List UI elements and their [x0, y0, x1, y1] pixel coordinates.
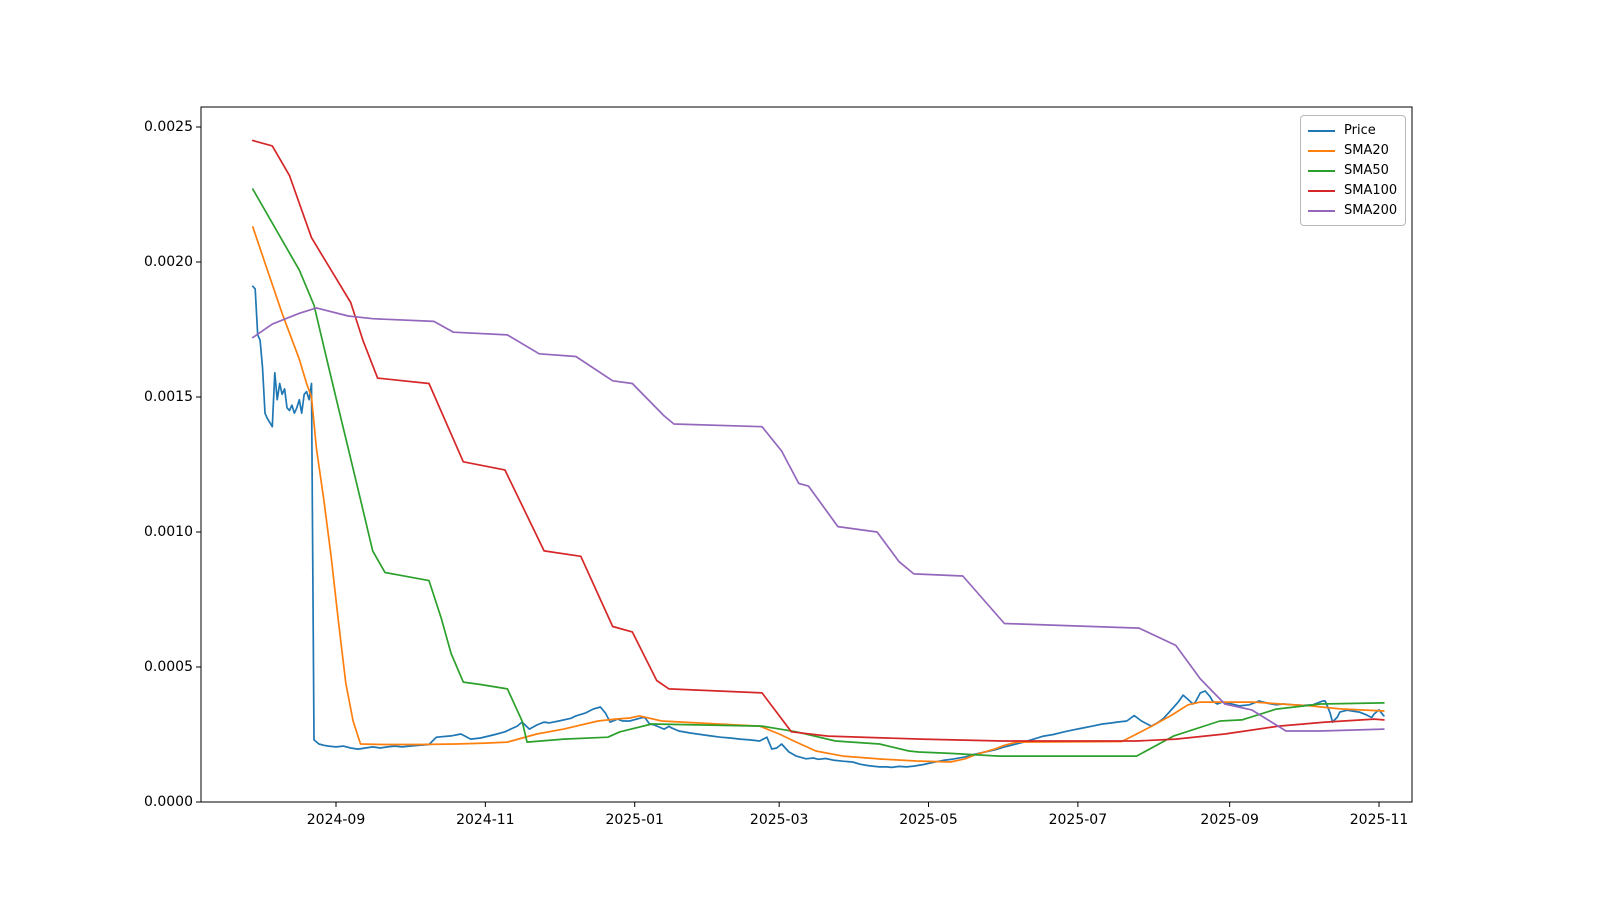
x-tick-label: 2025-09	[1200, 812, 1259, 828]
x-tick-label: 2025-07	[1048, 812, 1108, 828]
y-tick-label: 0.0015	[144, 389, 193, 405]
legend-label-price: Price	[1344, 123, 1376, 138]
sma200-line-swatch	[1308, 210, 1335, 212]
sma50-line	[251, 188, 1385, 757]
legend-item-sma50: SMA50	[1308, 161, 1399, 181]
legend-label-sma50: SMA50	[1344, 163, 1389, 178]
x-tick-label: 2025-01	[605, 812, 664, 828]
y-tick-label: 0.0025	[144, 119, 193, 135]
sma20-line	[251, 226, 1385, 763]
price-line-swatch	[1308, 130, 1335, 132]
y-tick-label: 0.0020	[144, 254, 193, 270]
x-tick-label: 2025-03	[749, 812, 809, 828]
legend-label-sma20: SMA20	[1344, 143, 1389, 158]
legend: Price SMA20 SMA50 SMA100 SMA200	[1300, 115, 1406, 226]
x-tick-label: 2025-05	[899, 812, 958, 828]
axes-frame	[200, 106, 1413, 803]
sma100-line	[251, 139, 1385, 742]
sma20-line-swatch	[1308, 150, 1335, 152]
legend-item-price: Price	[1308, 121, 1399, 141]
y-tick-label: 0.0010	[144, 524, 193, 540]
legend-label-sma100: SMA100	[1344, 183, 1398, 198]
x-tick-label: 2024-11	[456, 812, 515, 828]
x-tick-label: 2025-11	[1349, 812, 1409, 828]
y-tick-label: 0.0005	[144, 659, 193, 675]
sma50-line-swatch	[1308, 170, 1335, 172]
sma200-line	[251, 307, 1385, 732]
legend-label-sma200: SMA200	[1344, 203, 1398, 218]
price-line	[251, 285, 1385, 769]
legend-item-sma200: SMA200	[1308, 201, 1399, 221]
legend-item-sma20: SMA20	[1308, 141, 1399, 161]
sma100-line-swatch	[1308, 190, 1335, 192]
y-tick-label: 0.0000	[144, 794, 193, 810]
legend-item-sma100: SMA100	[1308, 181, 1399, 201]
x-tick-label: 2024-09	[306, 812, 366, 828]
